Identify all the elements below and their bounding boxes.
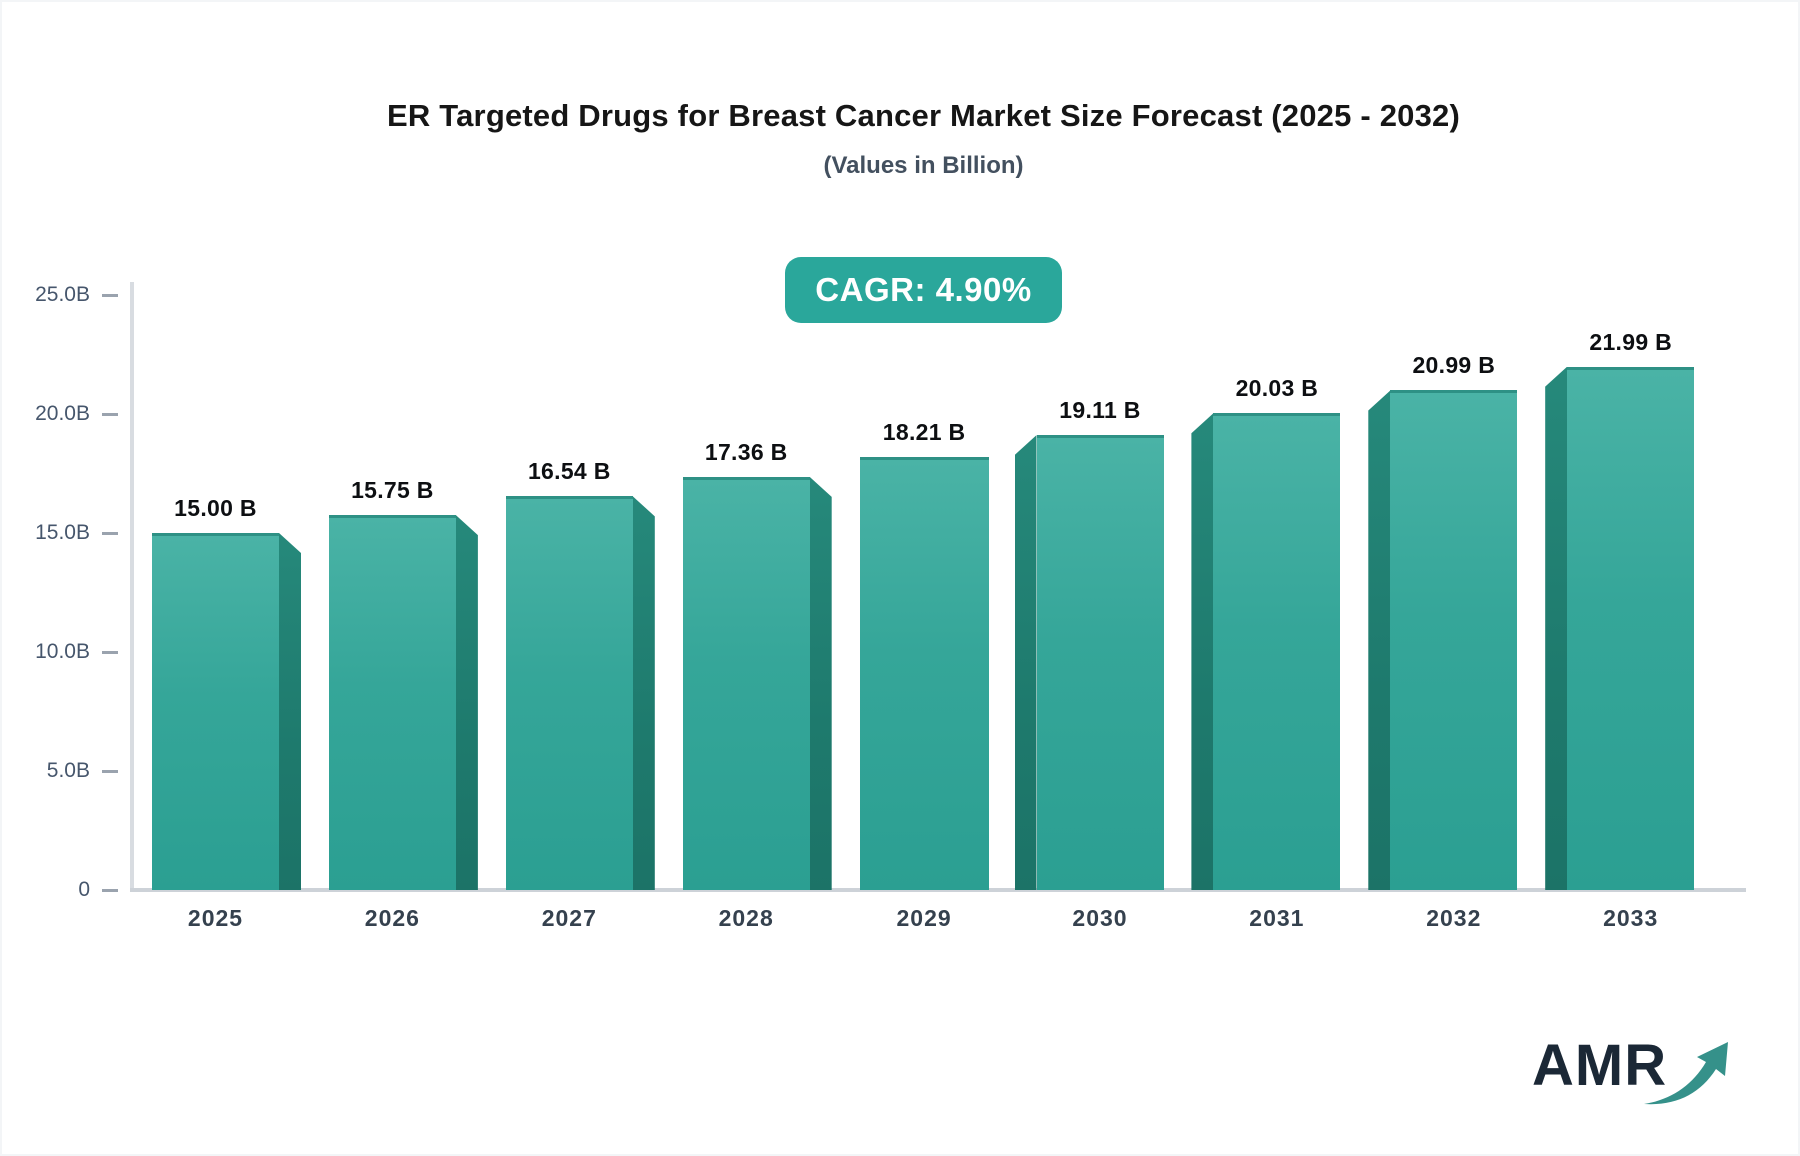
cagr-badge: CAGR: 4.90%: [785, 257, 1062, 323]
bar-value-label-2032: 20.99 B: [1412, 352, 1496, 379]
bar-2033: [1567, 366, 1695, 890]
x-axis-label-2028: 2028: [718, 905, 774, 931]
y-axis-tick-mark: [102, 531, 118, 535]
y-axis-tick-mark: [102, 650, 118, 654]
y-axis-tick-mark: [102, 769, 118, 773]
x-axis-label-2027: 2027: [541, 905, 597, 931]
bar-3d-side-2025: [279, 533, 301, 890]
bar-2027: [505, 496, 633, 890]
bar-2029: [859, 456, 989, 890]
bar-value-label-2033: 21.99 B: [1589, 328, 1673, 355]
y-axis-tick-label: 20.0B: [35, 402, 90, 425]
bar-3d-side-2032: [1368, 390, 1391, 890]
x-axis-label-2025: 2025: [187, 905, 244, 931]
y-axis-tick-mark: [102, 412, 118, 416]
chart-title: ER Targeted Drugs for Breast Cancer Mark…: [387, 98, 1460, 133]
y-axis-tick-label: 15.0B: [35, 521, 90, 544]
x-axis-label-2031: 2031: [1249, 905, 1305, 931]
bar-2026: [328, 515, 456, 890]
cagr-badge-row: CAGR: 4.90%: [135, 257, 1712, 323]
bar-value-label-2030: 19.11 B: [1059, 397, 1141, 424]
bar-value-label-2027: 16.54 B: [527, 458, 611, 485]
bar-2031: [1213, 413, 1341, 890]
bar-2032: [1390, 390, 1518, 890]
x-axis-label-2033: 2033: [1603, 905, 1659, 931]
bar-3d-side-2026: [455, 515, 478, 890]
bar-value-label-2026: 15.75 B: [351, 477, 434, 504]
bar-3d-side-2030: [1014, 435, 1037, 890]
amr-logo-text: AMR: [1532, 1033, 1668, 1098]
x-axis-label-2032: 2032: [1426, 905, 1482, 931]
bar-3d-side-2031: [1191, 413, 1214, 890]
y-axis-tick-mark: [102, 293, 118, 297]
y-axis-tick-label: 10.0B: [35, 640, 90, 663]
bar-value-label-2025: 15.00 B: [174, 495, 257, 521]
bar-value-label-2028: 17.36 B: [704, 438, 788, 465]
bar-value-label-2031: 20.03 B: [1235, 375, 1319, 402]
chart-subtitle: (Values in Billion): [823, 152, 1024, 179]
growth-arrow-icon: [1644, 1042, 1728, 1105]
y-axis-tick-mark: [102, 888, 118, 892]
bar-value-label-2029: 18.21 B: [882, 418, 966, 445]
bar-2025: [152, 533, 279, 890]
bar-3d-side-2028: [809, 476, 832, 890]
y-axis-tick-label: 0: [78, 878, 90, 901]
x-axis-label-2030: 2030: [1072, 905, 1128, 931]
x-axis-label-2026: 2026: [364, 905, 420, 931]
x-axis-line: [130, 888, 1746, 892]
bar-3d-side-2027: [632, 496, 655, 890]
amr-logo: AMR: [1522, 1024, 1742, 1114]
bar-2028: [682, 476, 810, 890]
y-axis-tick-label: 25.0B: [35, 283, 90, 306]
bar-2030: [1036, 435, 1164, 890]
bar-3d-side-2033: [1545, 366, 1568, 890]
y-axis-tick-label: 5.0B: [46, 759, 90, 782]
x-axis-label-2029: 2029: [896, 905, 952, 931]
y-axis-line: [130, 282, 134, 892]
